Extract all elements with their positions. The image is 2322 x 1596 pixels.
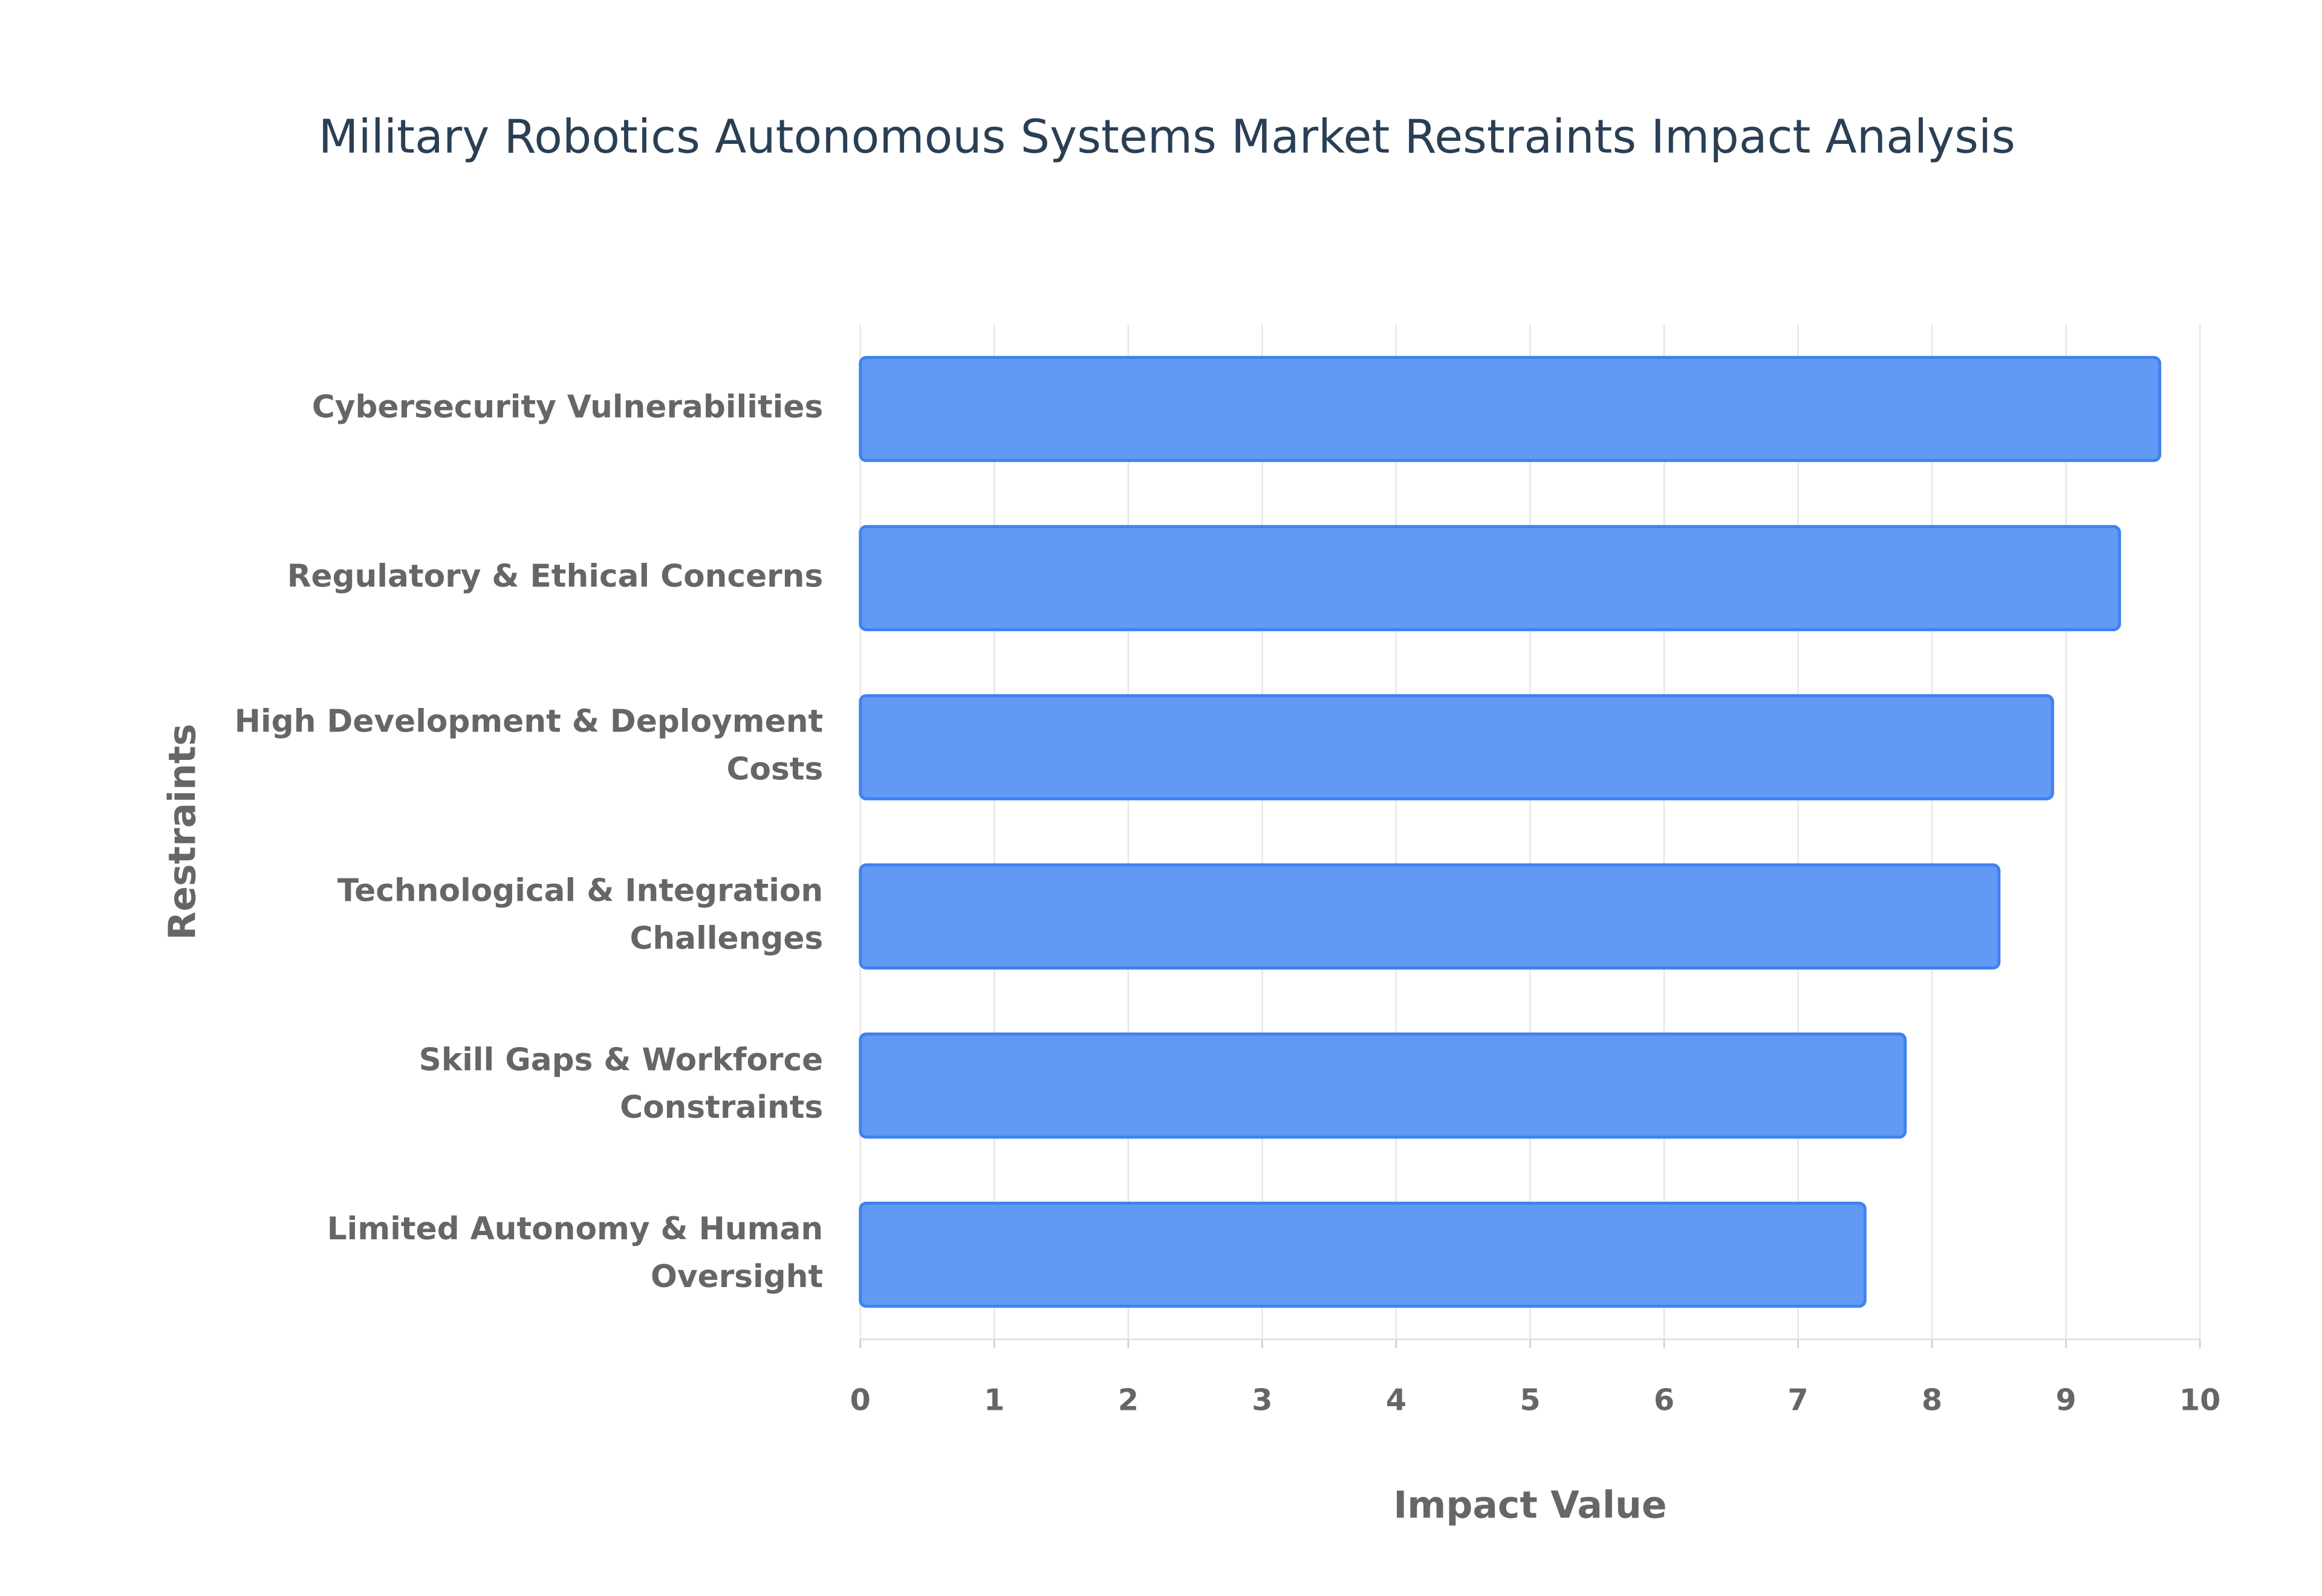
x-tick-label: 1 (984, 1382, 1004, 1417)
y-tick-label: Technological & Integration Challenges (337, 873, 823, 957)
y-tick-label: Regulatory & Ethical Concerns (287, 558, 823, 594)
bar (859, 355, 2162, 462)
bar (859, 1032, 1907, 1139)
bar (859, 525, 2121, 632)
bar (859, 1201, 1867, 1308)
y-tick-label: High Development & Deployment Costs (235, 704, 823, 788)
x-tick-label: 10 (2179, 1382, 2221, 1417)
x-tick-label: 9 (2055, 1382, 2076, 1417)
chart-title: Military Robotics Autonomous Systems Mar… (319, 109, 2015, 163)
x-tick-label: 7 (1787, 1382, 1808, 1417)
x-tick-label: 3 (1252, 1382, 1272, 1417)
y-tick-label: Limited Autonomy & Human Oversight (327, 1211, 824, 1295)
x-axis-label: Impact Value (1393, 1484, 1667, 1527)
x-tick-label: 5 (1520, 1382, 1540, 1417)
y-tick-label: Skill Gaps & Workforce Constraints (419, 1042, 824, 1126)
bar (859, 863, 2001, 970)
y-tick-label: Cybersecurity Vulnerabilities (312, 389, 823, 426)
x-tick-label: 0 (850, 1382, 871, 1417)
x-tick-label: 2 (1118, 1382, 1139, 1417)
y-axis-label: Restraints (160, 724, 204, 940)
x-tick-label: 8 (1922, 1382, 1942, 1417)
x-tick-label: 6 (1654, 1382, 1674, 1417)
x-tick-label: 4 (1386, 1382, 1407, 1417)
bar (859, 694, 2054, 800)
